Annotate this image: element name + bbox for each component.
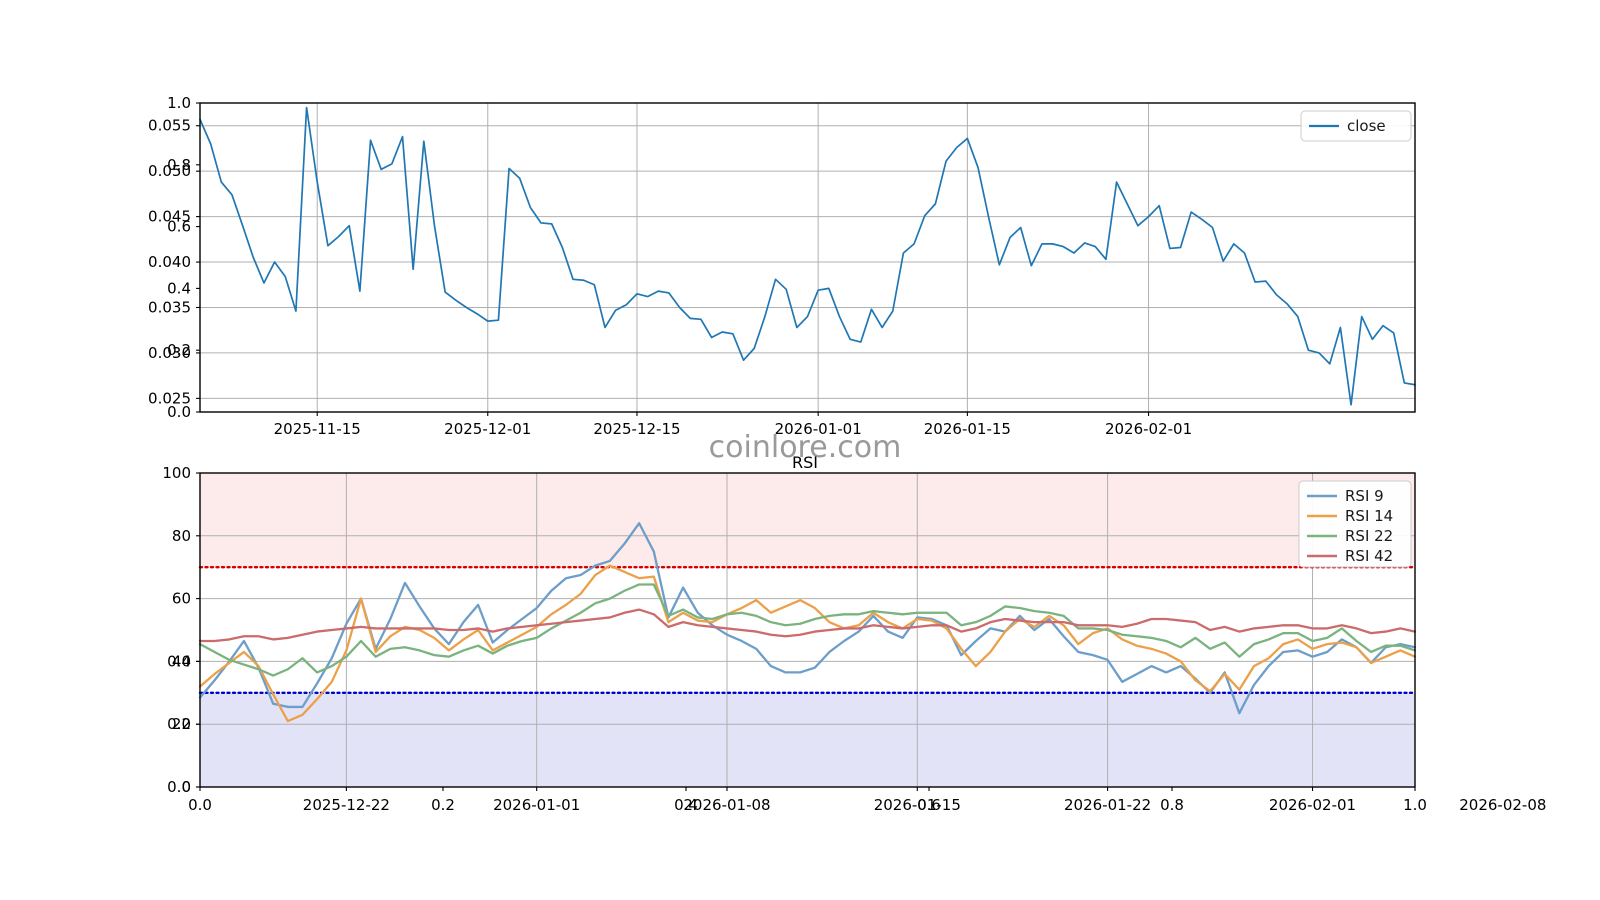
price-ytick-label: 0.040 (148, 253, 191, 271)
price-plot-background (200, 103, 1415, 412)
rsi-legend-label: RSI 22 (1345, 527, 1393, 545)
rsi-threshold-bands (200, 473, 1415, 787)
rsi-ytick-label-overlay: 0.2 (167, 715, 191, 733)
rsi-xtick-label-overlay: 0.8 (1160, 796, 1184, 814)
price-ytick-label: 0.025 (148, 389, 191, 407)
price-legend[interactable]: close (1300, 110, 1412, 142)
rsi-axes: 0 20 40 60 80 100 0.0 0.2 0.4 2025-12-22 2026-01… (162, 453, 1546, 814)
price-ytick-label-overlay: 0.8 (167, 156, 191, 174)
rsi-x-tick-labels-overlay: 0.0 0.2 0.4 0.6 0.8 1.0 (188, 796, 1427, 814)
rsi-xtick-label: 2026-01-08 (683, 796, 770, 814)
price-xtick-label: 2025-11-15 (274, 420, 361, 438)
rsi-y-tick-labels-overlay: 0.0 0.2 0.4 (167, 652, 191, 796)
price-ytick-label-overlay: 0.0 (167, 403, 191, 421)
rsi-xtick-label: 2025-12-22 (303, 796, 390, 814)
series-rsi-22 (198, 583, 1417, 677)
rsi-legend-box (1298, 480, 1412, 568)
rsi-legend[interactable]: RSI 9 RSI 14 RSI 22 RSI 42 (1298, 480, 1412, 568)
price-legend-box (1300, 110, 1412, 142)
price-xtick-label: 2025-12-01 (444, 420, 531, 438)
rsi-ytick-label: 80 (172, 527, 191, 545)
series-close (199, 106, 1416, 406)
price-xtick-label: 2025-12-15 (593, 420, 680, 438)
price-xtick-label: 2026-01-15 (924, 420, 1011, 438)
rsi-ytick-label-overlay: 0.4 (167, 652, 191, 670)
price-xtick-label: 2026-01-01 (775, 420, 862, 438)
rsi-ytick-label: 20 (172, 715, 191, 733)
rsi-panel-title: RSI (792, 453, 818, 472)
rsi-legend-label: RSI 42 (1345, 547, 1393, 565)
rsi-xtick-label-overlay: 0.0 (188, 796, 212, 814)
price-plot-border (199, 102, 1416, 413)
rsi-ytick-label: 60 (172, 590, 191, 608)
price-gridlines (200, 103, 1415, 412)
rsi-legend-label: RSI 9 (1345, 487, 1384, 505)
rsi-y-tick-labels: 0 20 40 60 80 100 (162, 464, 191, 796)
rsi-xtick-label-overlay: 1.0 (1403, 796, 1427, 814)
price-xtick-label: 2026-02-01 (1105, 420, 1192, 438)
rsi-x-tick-labels: 2025-12-22 2026-01-01 2026-01-08 2026-01-15… (303, 796, 1547, 814)
rsi-band-overbought (200, 473, 1415, 568)
rsi-ytick-label: 40 (172, 652, 191, 670)
rsi-ytick-label-overlay: 0.0 (167, 778, 191, 796)
rsi-xtick-label: 2026-01-01 (493, 796, 580, 814)
price-x-tick-labels: 2025-11-15 2025-12-01 2025-12-15 2026-01-01… (274, 420, 1193, 438)
rsi-xtick-label: 2026-01-22 (1064, 796, 1151, 814)
price-legend-label: close (1347, 117, 1386, 135)
rsi-plot-border (199, 472, 1416, 788)
price-ytick-label: 0.050 (148, 162, 191, 180)
price-ytick-label: 0.030 (148, 344, 191, 362)
rsi-xtick-label: 2026-02-08 (1459, 796, 1546, 814)
rsi-series-lines (198, 522, 1417, 723)
close-price-line (199, 106, 1416, 406)
price-ytick-label-overlay: 0.6 (167, 218, 191, 236)
price-ytick-label: 0.045 (148, 208, 191, 226)
price-ytick-label-overlay: 0.4 (167, 279, 191, 297)
price-ytick-label: 0.035 (148, 298, 191, 316)
series-rsi-42 (198, 608, 1417, 643)
rsi-xtick-label-overlay: 0.6 (917, 796, 941, 814)
coinlore-watermark: coinlore.com (709, 430, 902, 465)
rsi-threshold-lines (198, 566, 1417, 694)
price-ytick-label: 0.055 (148, 117, 191, 135)
rsi-xtick-label: 2026-02-01 (1269, 796, 1356, 814)
rsi-ytick-label: 0 (181, 778, 191, 796)
price-y-tick-labels: 0.025 0.030 0.035 0.040 0.045 0.050 0.055 (148, 117, 191, 408)
price-ytick-label-overlay: 0.2 (167, 341, 191, 359)
rsi-ytick-label: 100 (162, 464, 191, 482)
rsi-xtick-label-overlay: 0.4 (674, 796, 698, 814)
rsi-xtick-label: 2026-01-15 (874, 796, 961, 814)
price-ytick-label-overlay: 1.0 (167, 94, 191, 112)
rsi-legend-label: RSI 14 (1345, 507, 1393, 525)
price-y-tick-labels-overlay: 0.0 0.2 0.4 0.6 0.8 1.0 (167, 94, 191, 421)
rsi-band-oversold (200, 692, 1415, 787)
rsi-xtick-label-overlay: 0.2 (431, 796, 455, 814)
